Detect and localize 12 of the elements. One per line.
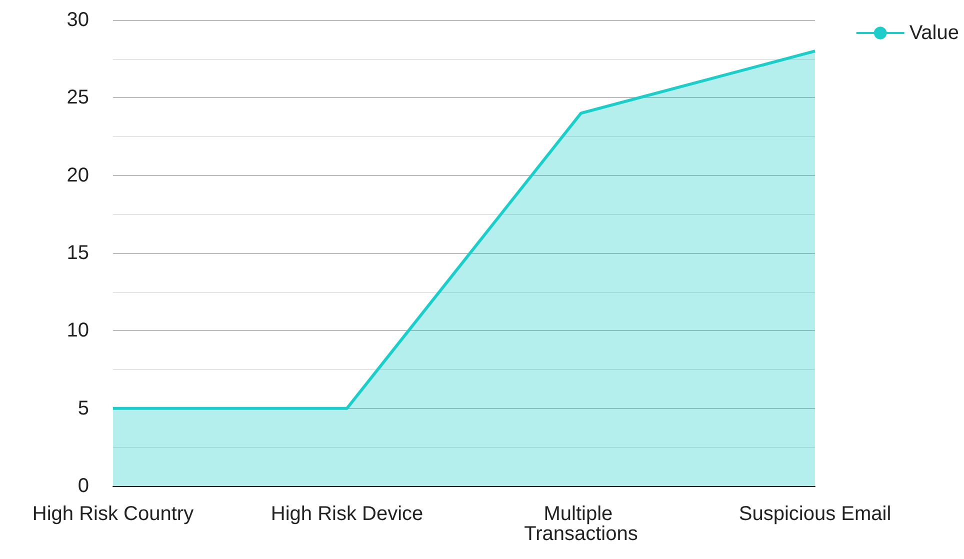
y-tick-label: 30 [66,9,89,31]
x-tick-label: High Risk Country [32,503,194,525]
y-tick-label: 10 [66,320,89,342]
x-tick-label: High Risk Device [270,503,424,525]
x-tick-label: Suspicious Email [738,503,892,525]
y-tick-label: 20 [66,164,89,186]
x-tick-label: Multiple Transactions [524,503,638,545]
legend-label: Value [909,22,960,44]
y-tick-label: 5 [78,397,89,420]
y-tick-label: 15 [66,242,89,264]
y-tick-label: 0 [78,475,89,497]
y-tick-label: 25 [66,86,89,109]
